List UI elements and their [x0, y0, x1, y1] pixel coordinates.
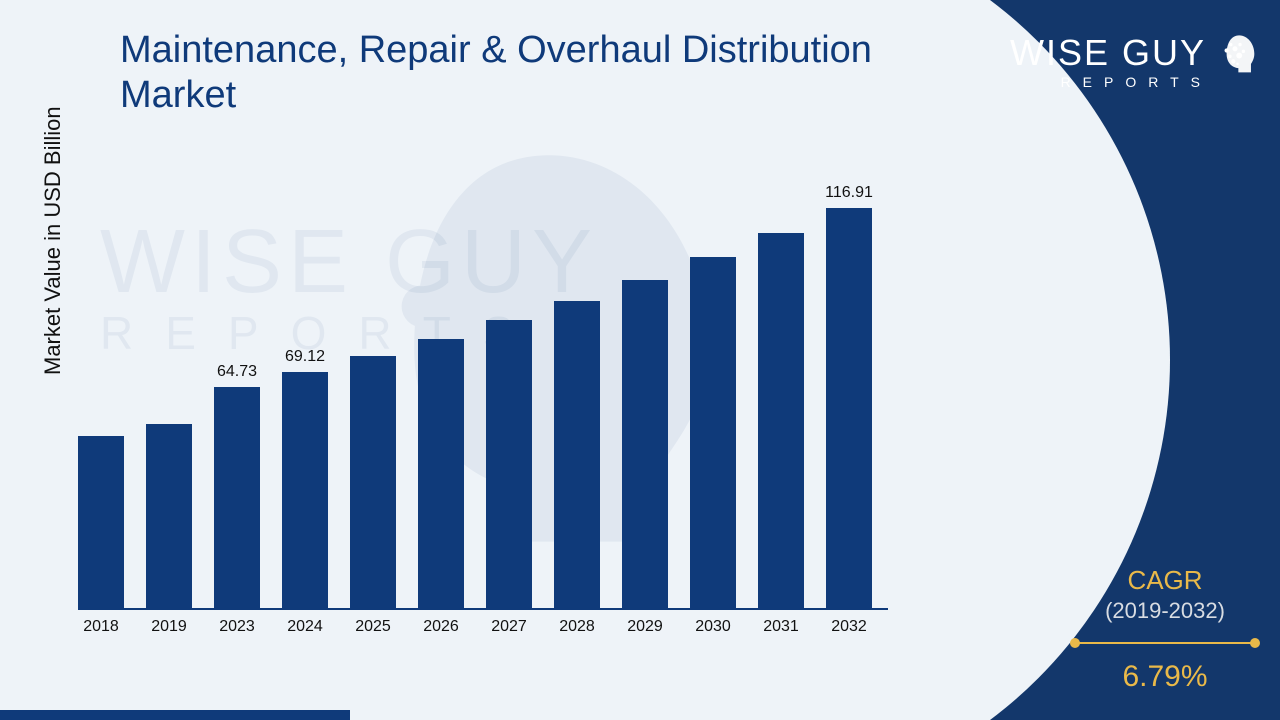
bar	[418, 339, 464, 610]
bar	[146, 424, 192, 610]
logo-text-sub: REPORTS	[996, 74, 1212, 90]
footer-rule	[0, 710, 350, 720]
bar	[350, 356, 396, 610]
cagr-divider	[1075, 642, 1255, 644]
bar	[690, 257, 736, 610]
logo-head-icon	[1214, 32, 1256, 74]
logo-text-main: WISE GUY	[1010, 32, 1206, 74]
y-axis-label: Market Value in USD Billion	[40, 106, 66, 375]
cagr-title: CAGR	[1050, 565, 1280, 596]
bar-value-label: 116.91	[809, 184, 889, 202]
bar	[554, 301, 600, 610]
bar	[282, 372, 328, 610]
bar	[826, 208, 872, 610]
bar	[214, 387, 260, 610]
main-area: WISE GUY REPORTS Maintenance, Repair & O…	[0, 0, 970, 720]
bar	[622, 280, 668, 610]
bar	[486, 320, 532, 610]
cagr-value: 6.79%	[1050, 660, 1280, 694]
bar-chart: 20182019202364.73202469.1220252026202720…	[78, 180, 888, 610]
bar	[758, 233, 804, 610]
x-tick-label: 2032	[809, 618, 889, 636]
chart-title: Maintenance, Repair & Overhaul Distribut…	[120, 28, 970, 118]
cagr-years: (2019-2032)	[1050, 598, 1280, 624]
cagr-block: CAGR (2019-2032) 6.79%	[1050, 565, 1280, 694]
bar	[78, 436, 124, 610]
brand-logo: WISE GUY REPORTS	[996, 32, 1256, 90]
sidebar-panel: WISE GUY REPORTS CAGR (2019-2032) 6.79%	[970, 0, 1280, 720]
bar-value-label: 69.12	[265, 348, 345, 366]
